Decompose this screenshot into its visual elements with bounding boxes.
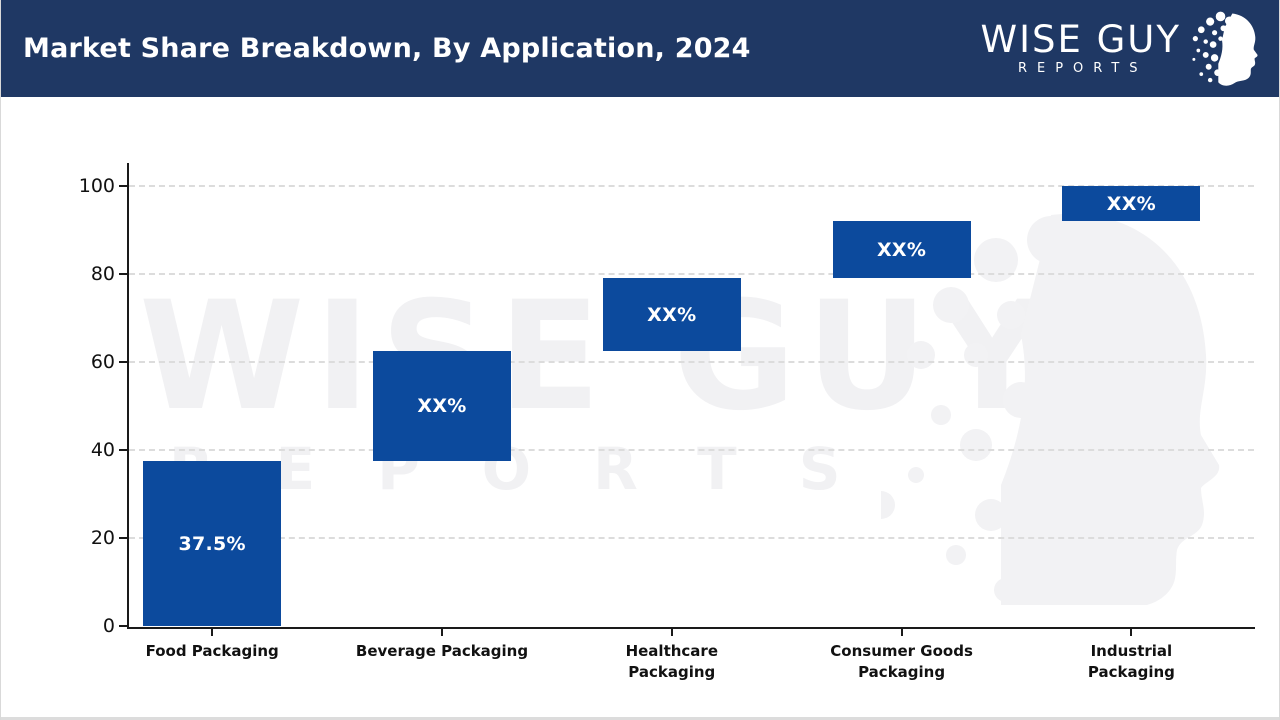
logo-text: WISE GUY REPORTS [981, 21, 1181, 76]
brand-logo: WISE GUY REPORTS [981, 9, 1259, 89]
bar-value-label: XX% [876, 238, 927, 261]
dotted-head-icon [1192, 11, 1258, 86]
x-category-label: Food Packaging [145, 642, 279, 660]
logo-wordmark: WISE GUY [980, 18, 1181, 61]
bar-segment: XX% [832, 221, 971, 279]
x-tick-mark [670, 629, 673, 636]
x-tick-mark [1130, 629, 1133, 636]
page-title: Market Share Breakdown, By Application, … [23, 33, 751, 64]
gridline [129, 537, 1254, 539]
x-axis-line [127, 627, 1255, 629]
bar-segment: XX% [602, 278, 741, 351]
x-tick-mark [900, 629, 903, 636]
bar-segment: XX% [373, 351, 511, 461]
y-tick-label: 0 [102, 615, 115, 637]
y-tick-label: 100 [78, 175, 115, 197]
y-tick-label: 40 [90, 439, 115, 461]
logo-subtext: REPORTS [1017, 61, 1148, 76]
x-category-label: Beverage Packaging [355, 642, 529, 660]
bottom-border [1, 717, 1279, 720]
gridline [129, 449, 1254, 451]
gridline [129, 185, 1254, 187]
watermark-wordmark: WISE GUY [139, 270, 1057, 444]
y-tick-mark [119, 449, 127, 451]
x-tick-mark [211, 629, 214, 636]
y-tick-mark [119, 185, 127, 187]
y-tick-mark [119, 625, 127, 627]
x-tick-mark [441, 629, 443, 636]
y-tick-mark [119, 273, 127, 275]
y-tick-label: 80 [90, 263, 115, 285]
header: Market Share Breakdown, By Application, … [1, 0, 1279, 97]
y-tick-label: 60 [90, 351, 115, 373]
x-category-label: Consumer Goods Packaging [830, 642, 973, 681]
gridline [129, 273, 1254, 275]
bar-value-label: XX% [647, 303, 697, 326]
bar-value-label: XX% [1106, 192, 1157, 215]
gridline [129, 361, 1254, 363]
y-tick-mark [119, 537, 127, 539]
y-tick-mark [119, 361, 127, 363]
x-category-label: Industrial Packaging [1087, 642, 1175, 681]
y-axis-line [127, 163, 129, 628]
watermark-face-icon [881, 213, 1220, 605]
x-category-label: Healthcare Packaging [625, 642, 719, 681]
y-tick-label: 20 [90, 527, 115, 549]
bar-value-label: XX% [417, 395, 467, 417]
bar-segment: 37.5% [143, 461, 282, 626]
bar-segment: XX% [1062, 186, 1201, 222]
bar-value-label: 37.5% [178, 532, 246, 555]
